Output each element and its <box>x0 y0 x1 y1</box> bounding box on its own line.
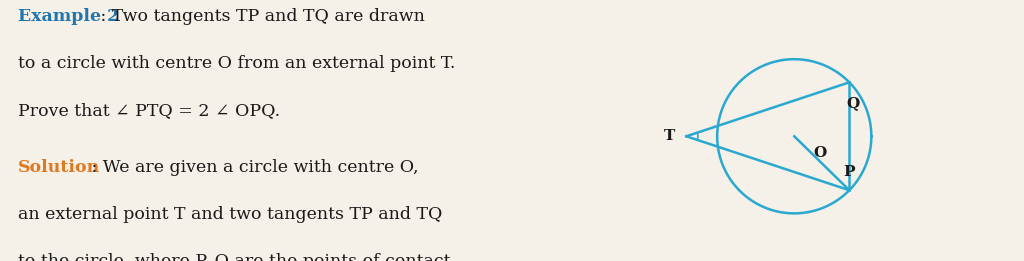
Text: : We are given a circle with centre O,: : We are given a circle with centre O, <box>86 159 419 176</box>
Text: an external point T and two tangents TP and TQ: an external point T and two tangents TP … <box>17 206 442 223</box>
Text: P: P <box>844 165 855 179</box>
Text: T: T <box>664 129 675 143</box>
Text: Q: Q <box>847 96 860 110</box>
Text: Prove that ∠ PTQ = 2 ∠ OPQ.: Prove that ∠ PTQ = 2 ∠ OPQ. <box>17 102 280 119</box>
Text: : Two tangents TP and TQ are drawn: : Two tangents TP and TQ are drawn <box>95 8 425 25</box>
Text: to the circle, where P, Q are the points of contact: to the circle, where P, Q are the points… <box>17 253 451 261</box>
Text: Example 2: Example 2 <box>17 8 119 25</box>
Text: Solution: Solution <box>17 159 100 176</box>
Text: O: O <box>813 146 826 160</box>
Text: to a circle with centre O from an external point T.: to a circle with centre O from an extern… <box>17 55 456 72</box>
